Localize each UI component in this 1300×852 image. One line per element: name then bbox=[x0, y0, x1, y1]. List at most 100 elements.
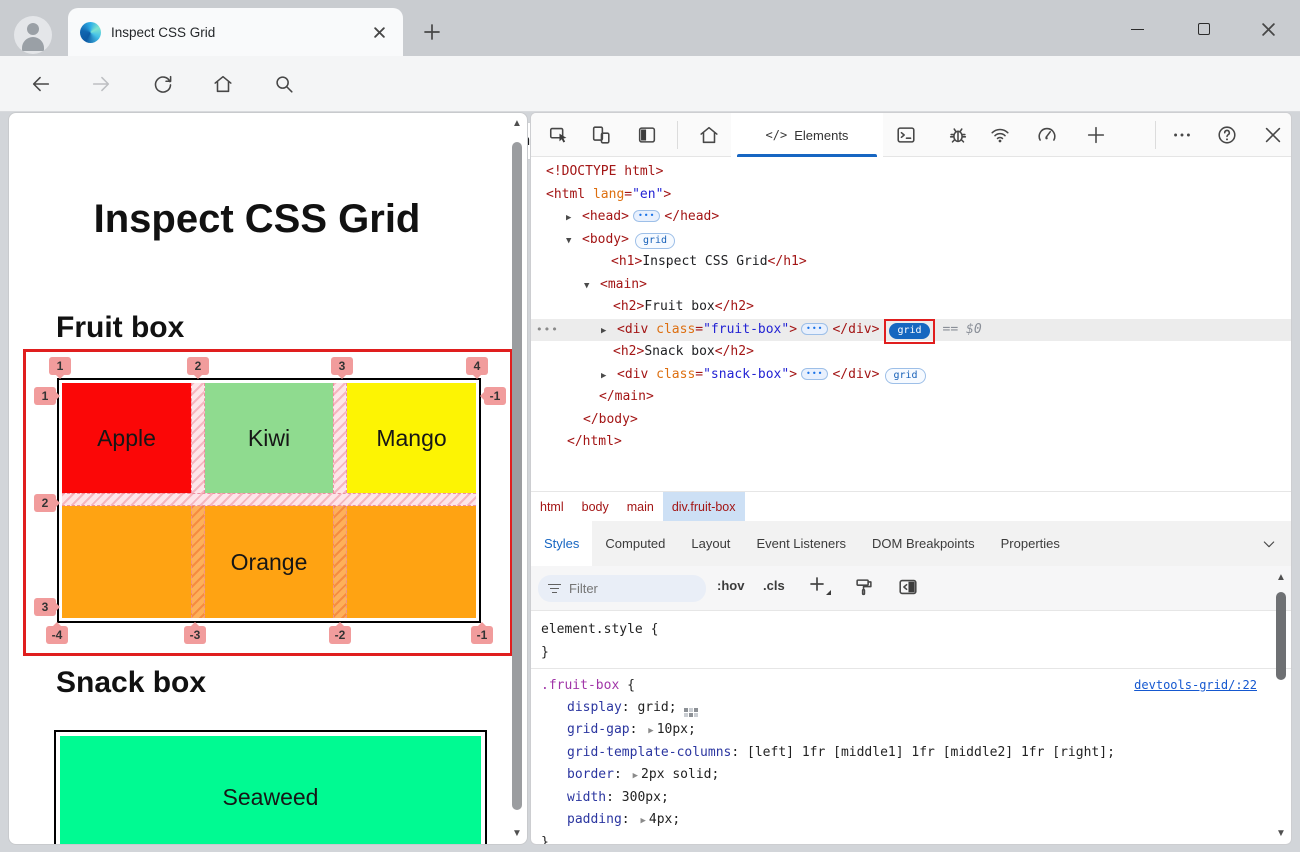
page-scrollbar[interactable]: ▲ ▼ bbox=[509, 116, 525, 841]
tab-event-listeners[interactable]: Event Listeners bbox=[756, 536, 847, 551]
grid-editor-icon[interactable] bbox=[683, 708, 698, 717]
window-close-button[interactable] bbox=[1251, 14, 1285, 44]
grid-badge[interactable]: grid bbox=[889, 322, 930, 339]
computed-sidebar-toggle-icon[interactable] bbox=[897, 576, 919, 598]
element-style-block[interactable]: element.style { } bbox=[531, 611, 1291, 669]
expand-inline-icon[interactable]: ••• bbox=[632, 210, 661, 222]
window-minimize-button[interactable] bbox=[1120, 14, 1154, 44]
tab-elements[interactable]: </> Elements bbox=[731, 113, 883, 157]
scroll-down-icon[interactable]: ▼ bbox=[1276, 828, 1286, 839]
dom-tree-row[interactable]: <h1>Inspect CSS Grid</h1> bbox=[531, 251, 1291, 274]
inspect-element-icon[interactable] bbox=[548, 124, 570, 146]
toggle-hover-state-button[interactable]: :hov bbox=[717, 578, 745, 593]
dom-tree-row[interactable]: ••• ▶ <div class="fruit-box"> ••• </div> grid… bbox=[531, 318, 1291, 344]
css-property[interactable]: display: grid; bbox=[567, 697, 1291, 719]
paint-brush-icon[interactable] bbox=[853, 576, 875, 598]
tab-layout[interactable]: Layout bbox=[691, 536, 731, 551]
snack-box-grid: Seaweed bbox=[54, 730, 487, 844]
stylesheet-source-link[interactable]: devtools-grid/:22 bbox=[1134, 678, 1257, 692]
breadcrumb-item-html[interactable]: html bbox=[540, 499, 564, 514]
devtools-close-icon[interactable] bbox=[1262, 124, 1284, 146]
grid-line-number-badge: -1 bbox=[471, 622, 493, 644]
css-property[interactable]: padding: ▶ 4px; bbox=[567, 811, 681, 827]
scroll-up-icon[interactable]: ▲ bbox=[512, 118, 522, 129]
dom-tree-row[interactable]: </main> bbox=[531, 386, 1291, 409]
back-icon[interactable] bbox=[30, 73, 52, 95]
dom-token: > bbox=[789, 366, 798, 382]
device-emulation-icon[interactable] bbox=[590, 124, 612, 146]
dom-tree-row[interactable]: <html lang="en"> bbox=[531, 184, 1291, 207]
overflow-dots-icon[interactable]: ••• bbox=[536, 322, 559, 336]
tree-expand-arrow-icon[interactable]: ▶ bbox=[601, 325, 607, 336]
chevron-down-icon[interactable] bbox=[1261, 521, 1277, 566]
dom-token: Fruit box bbox=[644, 299, 715, 314]
dom-token: > bbox=[663, 186, 672, 202]
tree-expand-arrow-icon[interactable]: ▼ bbox=[566, 235, 572, 246]
dom-tree-row[interactable]: </body> bbox=[531, 409, 1291, 432]
grid-gap-overlay bbox=[333, 383, 347, 493]
search-icon[interactable] bbox=[273, 73, 295, 95]
grid-badge[interactable]: grid bbox=[885, 367, 926, 384]
profile-avatar[interactable] bbox=[14, 16, 52, 54]
dom-tree-row[interactable]: ▶ <head> ••• </head> bbox=[531, 206, 1291, 229]
breadcrumb-item-body[interactable]: body bbox=[581, 499, 609, 514]
tab-properties[interactable]: Properties bbox=[1000, 536, 1060, 551]
css-property[interactable]: grid-template-columns: [left] 1fr [middl… bbox=[567, 745, 1115, 760]
filter-input[interactable]: Filter bbox=[538, 575, 706, 602]
dom-tree-row[interactable]: ▼ <body> grid bbox=[531, 229, 1291, 252]
tab-styles[interactable]: Styles bbox=[531, 521, 593, 566]
scrollbar-thumb[interactable] bbox=[1276, 592, 1286, 680]
css-property-list: display: grid; grid-gap: ▶ 10px; grid-templ… bbox=[531, 697, 1291, 832]
dock-side-icon[interactable] bbox=[636, 124, 658, 146]
performance-icon[interactable] bbox=[1036, 124, 1058, 146]
grid-badge[interactable]: grid bbox=[634, 232, 676, 249]
dom-token: "snack-box" bbox=[703, 366, 790, 382]
console-icon[interactable] bbox=[895, 124, 917, 146]
grid-line-number-badge: 4 bbox=[466, 357, 488, 379]
scrollbar-thumb[interactable] bbox=[512, 142, 522, 810]
tab-computed[interactable]: Computed bbox=[605, 536, 666, 551]
expand-arrow-icon[interactable]: ▶ bbox=[632, 770, 639, 781]
tree-expand-arrow-icon[interactable]: ▶ bbox=[601, 370, 607, 381]
toggle-class-button[interactable]: .cls bbox=[763, 578, 785, 593]
tab-dom-breakpoints[interactable]: DOM Breakpoints bbox=[872, 536, 975, 551]
breadcrumb-item-main[interactable]: main bbox=[626, 499, 654, 514]
css-property[interactable]: grid-gap: ▶ 10px; bbox=[567, 721, 696, 737]
dom-token: = bbox=[624, 186, 633, 202]
window-maximize-button[interactable] bbox=[1187, 14, 1221, 44]
dom-tree-row[interactable]: ▶ <div class="snack-box"> ••• </div> grid bbox=[531, 364, 1291, 387]
dom-tree-row[interactable]: <h2>Fruit box</h2> bbox=[531, 296, 1291, 319]
dom-tree-row[interactable]: <!DOCTYPE html> bbox=[531, 161, 1291, 184]
tree-expand-arrow-icon[interactable]: ▼ bbox=[584, 280, 590, 291]
dom-tree-row[interactable]: <h2>Snack box</h2> bbox=[531, 341, 1291, 364]
more-options-icon[interactable] bbox=[1171, 124, 1193, 146]
network-conditions-icon[interactable] bbox=[989, 124, 1011, 146]
dom-tree-row[interactable]: ▼ <main> bbox=[531, 274, 1291, 297]
styles-scrollbar[interactable]: ▲ ▼ bbox=[1273, 568, 1289, 841]
expand-arrow-icon[interactable]: ▶ bbox=[640, 815, 646, 826]
help-icon[interactable] bbox=[1216, 124, 1238, 146]
tree-expand-arrow-icon[interactable]: ▶ bbox=[566, 213, 572, 223]
tab-close-icon[interactable] bbox=[367, 20, 391, 44]
grid-line-number-badge: 1 bbox=[49, 357, 71, 379]
dom-token: <div bbox=[617, 321, 649, 337]
add-tools-icon[interactable] bbox=[1085, 124, 1107, 146]
css-property[interactable]: border: ▶ 2px solid; bbox=[567, 766, 720, 782]
expand-inline-icon[interactable]: ••• bbox=[801, 367, 829, 380]
home-icon[interactable] bbox=[212, 73, 234, 95]
css-property[interactable]: width: 300px; bbox=[567, 790, 669, 805]
scroll-down-icon[interactable]: ▼ bbox=[512, 828, 522, 839]
expand-arrow-icon[interactable]: ▶ bbox=[648, 725, 654, 736]
dom-tree-row[interactable]: </html> bbox=[531, 431, 1291, 454]
browser-tab[interactable]: Inspect CSS Grid bbox=[68, 8, 403, 56]
new-style-rule-icon[interactable] bbox=[809, 576, 831, 596]
reload-icon[interactable] bbox=[152, 73, 174, 95]
debugger-bug-icon[interactable] bbox=[947, 124, 969, 146]
devtools-home-icon[interactable] bbox=[698, 124, 720, 146]
scroll-up-icon[interactable]: ▲ bbox=[1276, 572, 1286, 583]
css-selector[interactable]: .fruit-box bbox=[541, 678, 620, 693]
breadcrumb-item-div.fruit-box[interactable]: div.fruit-box bbox=[662, 492, 745, 521]
expand-inline-icon[interactable]: ••• bbox=[801, 322, 829, 335]
new-tab-button[interactable] bbox=[418, 18, 446, 46]
forward-icon[interactable] bbox=[90, 73, 112, 95]
